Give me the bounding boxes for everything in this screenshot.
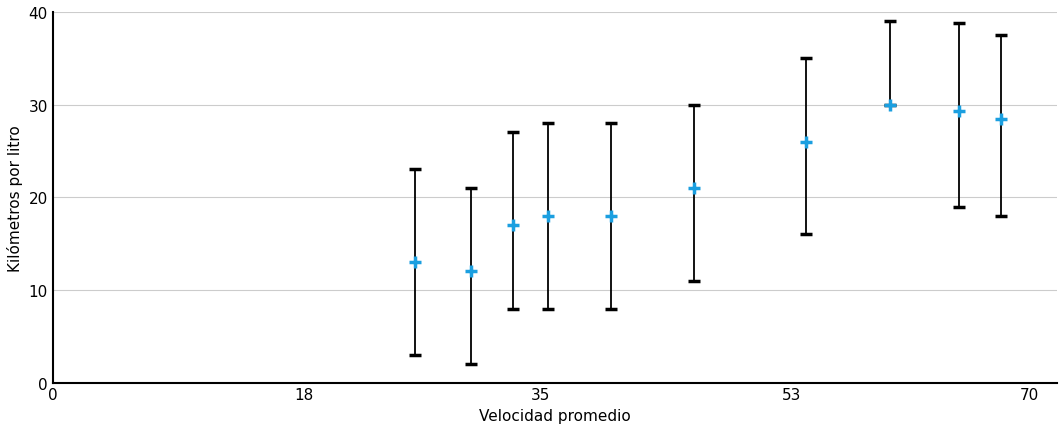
Y-axis label: Kilómetros por litro: Kilómetros por litro xyxy=(7,125,23,271)
X-axis label: Velocidad promedio: Velocidad promedio xyxy=(479,408,631,423)
